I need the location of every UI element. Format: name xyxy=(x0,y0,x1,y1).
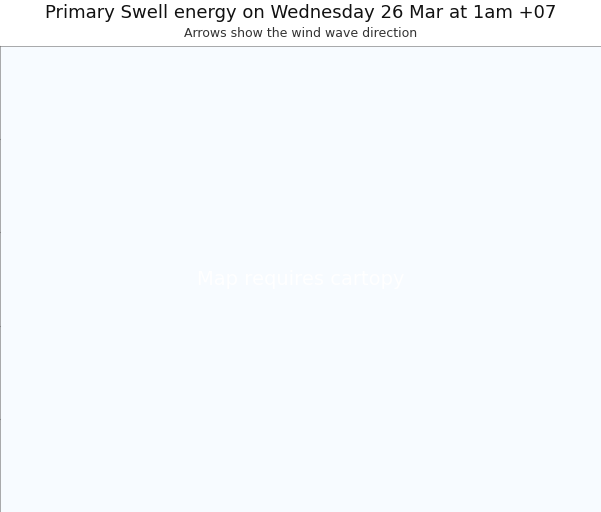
Text: Arrows show the wind wave direction: Arrows show the wind wave direction xyxy=(184,27,417,39)
Text: Map requires cartopy: Map requires cartopy xyxy=(197,269,404,289)
Text: Primary Swell energy on Wednesday 26 Mar at 1am +07: Primary Swell energy on Wednesday 26 Mar… xyxy=(45,4,556,22)
